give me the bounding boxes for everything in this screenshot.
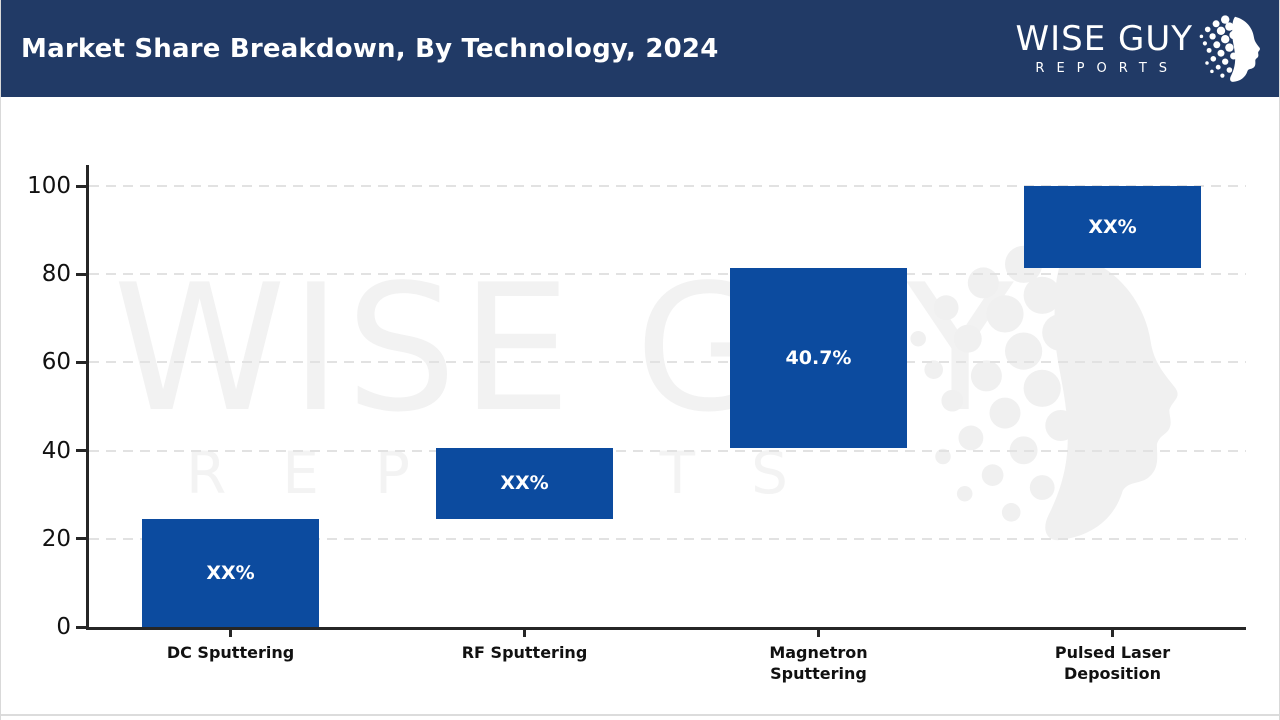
x-tick-mark-0: [229, 630, 232, 637]
page-title: Market Share Breakdown, By Technology, 2…: [21, 33, 719, 64]
y-tick-mark-80: [76, 272, 89, 276]
x-axis: [86, 627, 1246, 630]
bottom-divider: [1, 714, 1279, 716]
y-tick-mark-60: [76, 360, 89, 364]
brand-logo: WISE GUY REPORTS: [1015, 8, 1263, 90]
bar-magnetron-sputtering: 40.7%: [730, 268, 907, 448]
y-tick-mark-40: [76, 449, 89, 453]
plot-area: 0 20 40 60 80 100 XX% DC Sputtering XX% RF Sputte…: [27, 165, 1246, 683]
bar-value-label: XX%: [500, 472, 549, 495]
gridline-80: [89, 273, 1246, 276]
y-tick-label-100: 100: [27, 173, 71, 199]
y-tick-mark-100: [76, 184, 89, 188]
brand-wordmark: WISE GUY REPORTS: [1015, 22, 1193, 75]
bar-value-label: 40.7%: [785, 346, 852, 369]
gridline-60: [89, 361, 1246, 364]
bar-value-label: XX%: [206, 561, 255, 584]
x-tick-mark-3: [1111, 630, 1114, 637]
x-tick-mark-2: [817, 630, 820, 637]
bar-value-label: XX%: [1088, 216, 1137, 239]
x-tick-mark-1: [523, 630, 526, 637]
y-tick-label-80: 80: [41, 261, 71, 288]
y-tick-label-60: 60: [41, 349, 71, 376]
bar-dc-sputtering: XX%: [142, 518, 319, 627]
gridline-20: [89, 537, 1246, 540]
y-axis: [86, 165, 89, 630]
bar-rf-sputtering: XX%: [436, 447, 613, 519]
gridline-40: [89, 449, 1246, 452]
x-category-label-1: RF Sputtering: [461, 643, 588, 662]
gridline-100: [89, 185, 1246, 187]
x-category-label-3: Pulsed Laser Deposition: [1054, 643, 1171, 683]
y-tick-mark-20: [76, 537, 89, 541]
x-category-label-0: DC Sputtering: [166, 643, 295, 662]
header-bar: Market Share Breakdown, By Technology, 2…: [1, 0, 1279, 97]
reports-wordmark: REPORTS: [1035, 61, 1180, 76]
wise-guy-wordmark: WISE GUY: [1015, 19, 1193, 59]
dotted-head-profile-icon: [1199, 14, 1260, 82]
y-tick-label-40: 40: [41, 437, 71, 464]
y-tick-label-20: 20: [41, 525, 71, 552]
y-tick-label-0: 0: [56, 614, 71, 640]
x-category-label-2: Magnetron Sputtering: [769, 643, 868, 683]
y-tick-mark-0: [76, 625, 89, 629]
watermark-head-icon: [910, 245, 1178, 541]
bar-pulsed-laser-deposition: XX%: [1024, 186, 1201, 269]
